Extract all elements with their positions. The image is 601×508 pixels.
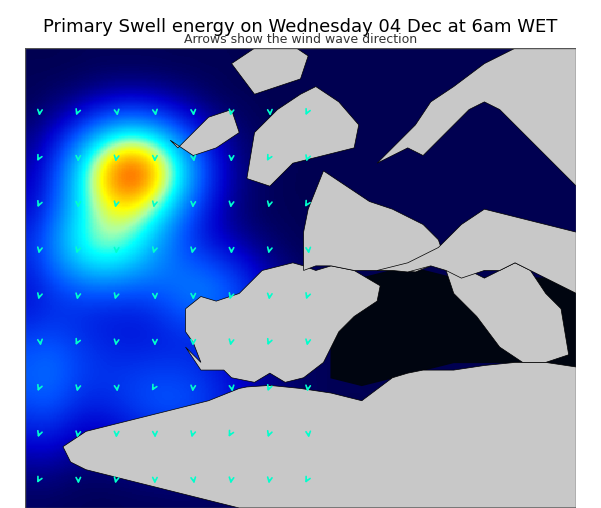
Polygon shape <box>63 362 576 508</box>
Text: Primary Swell energy on Wednesday 04 Dec at 6am WET: Primary Swell energy on Wednesday 04 Dec… <box>43 18 558 36</box>
Polygon shape <box>186 263 380 383</box>
Polygon shape <box>431 255 569 362</box>
Polygon shape <box>170 110 239 155</box>
Polygon shape <box>247 86 359 186</box>
Polygon shape <box>377 209 576 294</box>
Polygon shape <box>377 48 576 186</box>
Text: Arrows show the wind wave direction: Arrows show the wind wave direction <box>184 33 417 46</box>
Bar <box>25 48 576 508</box>
Polygon shape <box>304 171 446 272</box>
Polygon shape <box>331 270 576 386</box>
Polygon shape <box>231 41 308 94</box>
